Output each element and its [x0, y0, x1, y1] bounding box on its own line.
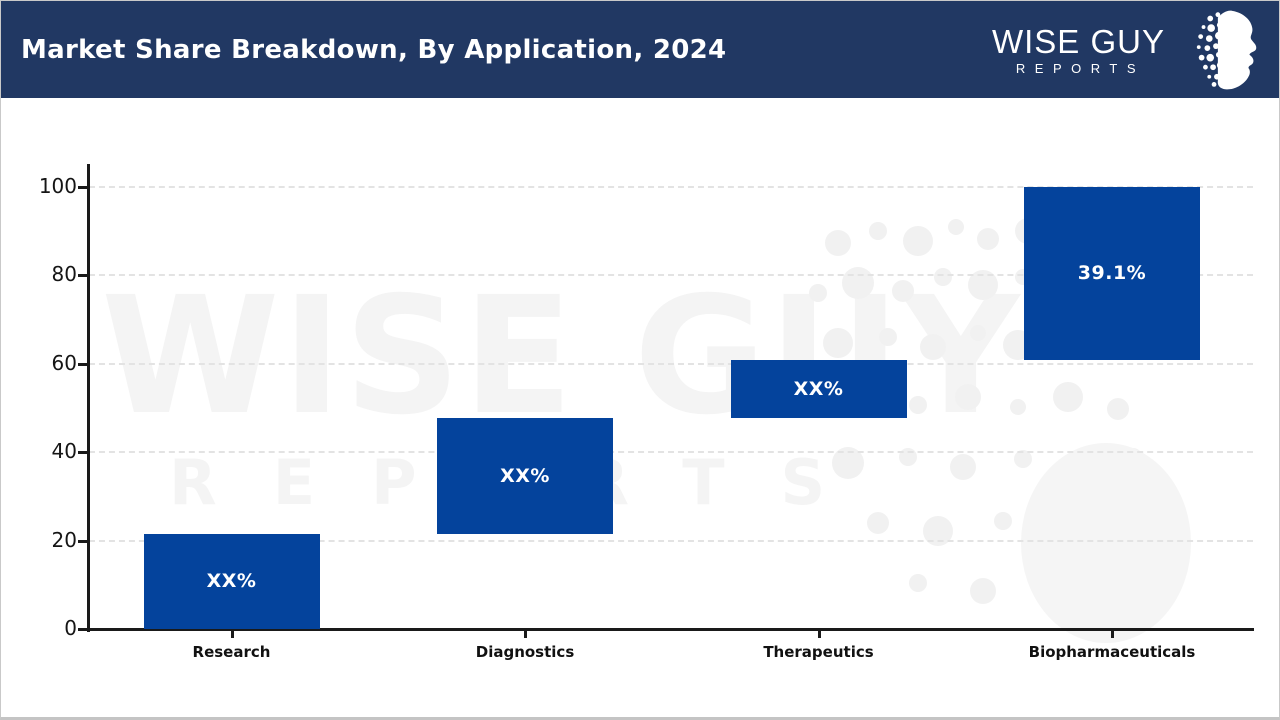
bar-therapeutics: XX%	[730, 359, 907, 419]
x-tick-mark	[1111, 631, 1114, 638]
y-tick-mark	[78, 362, 87, 366]
bar-value-label: XX%	[206, 570, 257, 593]
bar-research: XX%	[143, 533, 320, 629]
bar-biopharmaceuticals: 39.1%	[1024, 187, 1200, 360]
x-category-label: Diagnostics	[475, 643, 575, 661]
logo-wordmark: WISE GUY	[991, 22, 1165, 60]
gridline	[89, 451, 1253, 454]
gridline	[89, 274, 1253, 277]
bar-value-label: XX%	[500, 465, 550, 488]
x-tick-mark	[524, 631, 527, 638]
y-tick-label: 20	[51, 527, 77, 552]
y-tick-mark	[78, 539, 87, 543]
logo-subtitle: REPORTS	[1015, 60, 1146, 76]
page-title: Market Share Breakdown, By Application, …	[21, 34, 727, 65]
bar-diagnostics: XX%	[437, 418, 613, 534]
y-axis-line	[87, 164, 90, 632]
y-tick-mark	[78, 186, 87, 189]
face-dots-icon	[1196, 10, 1257, 89]
y-tick-label: 80	[51, 262, 77, 287]
x-category-label: Research	[192, 643, 271, 661]
y-tick-label: 0	[64, 616, 77, 640]
x-tick-mark	[230, 631, 234, 638]
x-category-label: Therapeutics	[763, 643, 874, 661]
bar-value-label: 39.1%	[1077, 262, 1147, 285]
y-tick-mark	[78, 451, 87, 455]
bar-value-label: XX%	[793, 377, 844, 400]
y-tick-mark	[78, 628, 87, 631]
y-tick-label: 60	[51, 350, 77, 375]
y-tick-mark	[78, 274, 87, 278]
x-tick-mark	[817, 631, 821, 638]
watermark-face-dots	[809, 218, 1191, 643]
x-axis-line	[87, 628, 1254, 631]
x-category-label: Biopharmaceuticals	[1028, 643, 1196, 661]
wise-guy-logo: WISE GUY REPORTS	[992, 7, 1263, 93]
gridline	[89, 362, 1253, 365]
y-tick-label: 40	[51, 439, 77, 464]
logo-text: WISE GUY REPORTS	[992, 25, 1165, 75]
gridline	[89, 186, 1253, 188]
report-header: Market Share Breakdown, By Application, …	[1, 1, 1279, 98]
gridline	[89, 539, 1253, 542]
chart-area: WISE GUY REPORTS	[1, 98, 1279, 717]
y-tick-label: 100	[38, 174, 77, 198]
